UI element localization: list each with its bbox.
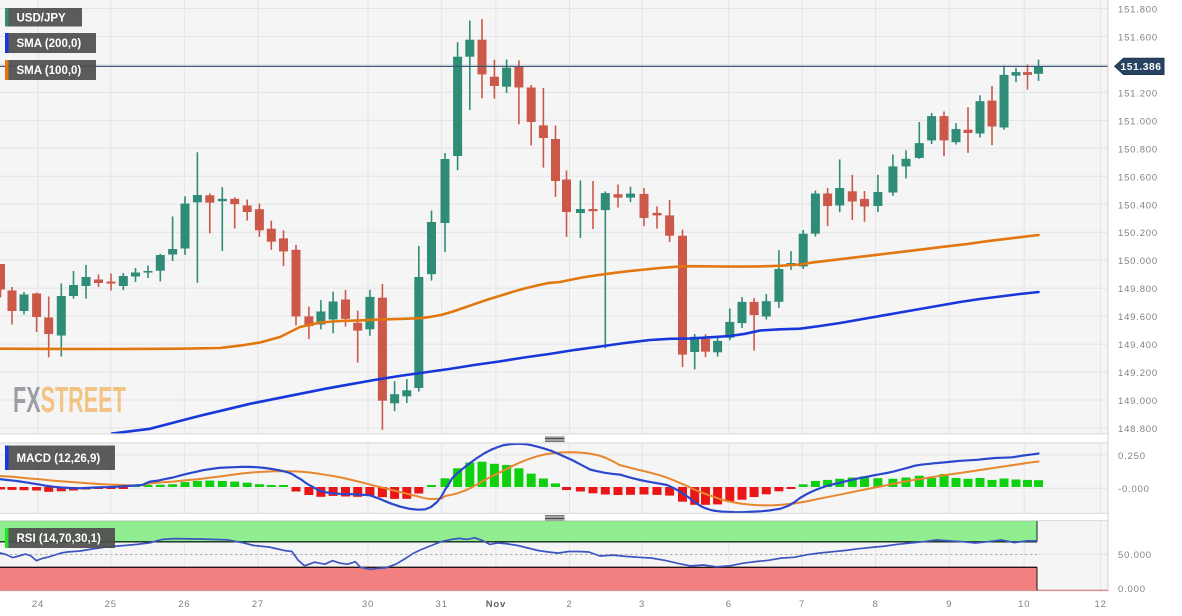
svg-text:149.800: 149.800 xyxy=(1118,284,1158,295)
svg-text:151.386: 151.386 xyxy=(1121,62,1162,73)
svg-text:25: 25 xyxy=(105,599,117,610)
svg-text:26: 26 xyxy=(178,599,190,610)
svg-text:149.400: 149.400 xyxy=(1118,340,1158,351)
svg-text:6: 6 xyxy=(726,599,732,610)
svg-text:149.600: 149.600 xyxy=(1118,312,1158,323)
svg-text:150.200: 150.200 xyxy=(1118,228,1158,239)
svg-text:2: 2 xyxy=(566,599,572,610)
svg-text:149.200: 149.200 xyxy=(1118,368,1158,379)
svg-text:0.000: 0.000 xyxy=(1118,584,1146,595)
svg-text:FXSTREET: FXSTREET xyxy=(13,380,126,420)
svg-text:9: 9 xyxy=(946,599,952,610)
svg-text:3: 3 xyxy=(639,599,645,610)
svg-text:27: 27 xyxy=(252,599,264,610)
svg-text:150.800: 150.800 xyxy=(1118,144,1158,155)
svg-text:7: 7 xyxy=(799,599,805,610)
svg-text:24: 24 xyxy=(32,599,44,610)
svg-text:148.800: 148.800 xyxy=(1118,424,1158,435)
svg-text:150.600: 150.600 xyxy=(1118,172,1158,183)
svg-text:SMA (200,0): SMA (200,0) xyxy=(17,38,82,50)
svg-text:12: 12 xyxy=(1095,599,1107,610)
svg-text:30: 30 xyxy=(362,599,374,610)
svg-text:151.600: 151.600 xyxy=(1118,33,1158,44)
svg-text:50.000: 50.000 xyxy=(1118,550,1152,561)
svg-text:151.200: 151.200 xyxy=(1118,88,1158,99)
svg-text:USD/JPY: USD/JPY xyxy=(17,12,67,24)
svg-text:-0.000: -0.000 xyxy=(1118,484,1150,495)
svg-text:151.000: 151.000 xyxy=(1118,116,1158,127)
svg-text:151.800: 151.800 xyxy=(1118,5,1158,16)
svg-text:8: 8 xyxy=(872,599,878,610)
svg-text:0.250: 0.250 xyxy=(1118,451,1146,462)
svg-text:10: 10 xyxy=(1018,599,1030,610)
svg-text:RSI (14,70,30,1): RSI (14,70,30,1) xyxy=(17,533,102,545)
svg-text:150.400: 150.400 xyxy=(1118,200,1158,211)
svg-text:MACD (12,26,9): MACD (12,26,9) xyxy=(17,453,101,465)
svg-text:31: 31 xyxy=(436,599,448,610)
svg-text:150.000: 150.000 xyxy=(1118,256,1158,267)
svg-text:149.000: 149.000 xyxy=(1118,396,1158,407)
svg-text:Nov: Nov xyxy=(486,599,506,610)
svg-text:SMA (100,0): SMA (100,0) xyxy=(17,65,82,77)
